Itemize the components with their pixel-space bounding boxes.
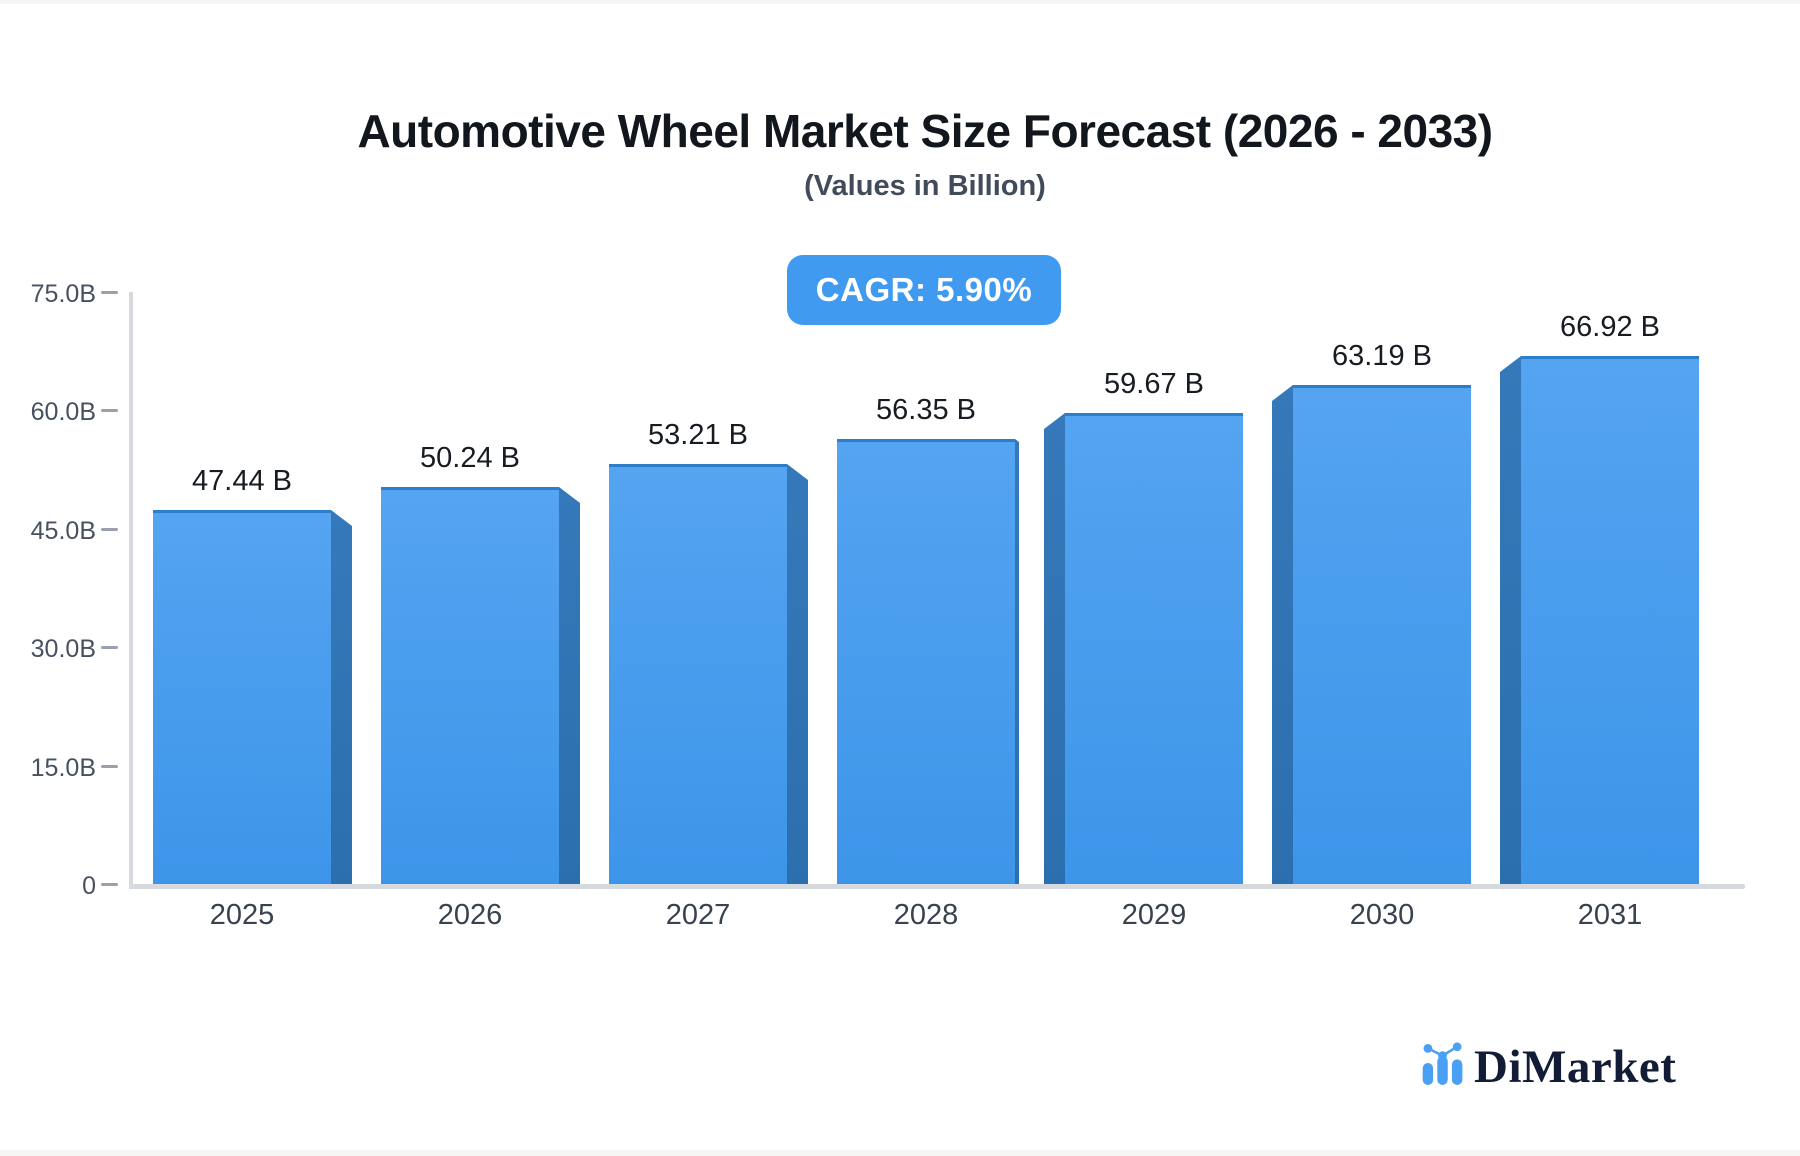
y-axis-line [129, 292, 133, 889]
bar-value-label-2028: 56.35 B [876, 394, 976, 426]
bar-3d-side-2025 [331, 510, 352, 884]
y-axis-tick-mark [101, 409, 118, 412]
x-axis-baseline [129, 884, 1745, 889]
y-axis-tick-mark [101, 765, 118, 768]
bar-2028[interactable] [837, 439, 1015, 884]
bar-value-label-2027: 53.21 B [648, 419, 748, 451]
y-axis-tick-label: 45.0B [30, 517, 96, 545]
y-axis-tick-label: 60.0B [30, 398, 96, 426]
chart-subtitle: (Values in Billion) [804, 170, 1046, 202]
y-axis-tick-label: 75.0B [30, 280, 96, 308]
brand-name: DiMarket [1474, 1041, 1677, 1093]
bar-3d-side-2029 [1044, 413, 1065, 884]
bar-2031[interactable] [1521, 356, 1699, 884]
y-axis-tick-label: 0 [82, 872, 96, 900]
bar-3d-side-2027 [787, 464, 808, 884]
x-axis-label-2026: 2026 [437, 899, 503, 931]
bar-2025[interactable] [153, 510, 331, 884]
bar-value-label-2031: 66.92 B [1560, 311, 1660, 343]
bar-chart-logo-icon [1420, 1040, 1464, 1091]
x-axis-label-2030: 2030 [1349, 899, 1415, 931]
y-axis-tick-mark [101, 646, 118, 649]
bar-value-label-2026: 50.24 B [420, 442, 520, 474]
chart-title: Automotive Wheel Market Size Forecast (2… [357, 105, 1493, 157]
x-axis-label-2028: 2028 [893, 899, 959, 931]
x-axis-label-2029: 2029 [1121, 899, 1187, 931]
bar-3d-side-2026 [559, 487, 580, 884]
y-axis-tick-mark [101, 291, 118, 294]
x-axis-label-2031: 2031 [1577, 899, 1643, 931]
y-axis-tick-mark [101, 883, 118, 886]
bar-value-label-2025: 47.44 B [192, 465, 292, 497]
bar-2030[interactable] [1293, 385, 1471, 884]
y-axis-tick-mark [101, 528, 118, 531]
bar-2027[interactable] [609, 464, 787, 884]
bar-2029[interactable] [1065, 413, 1243, 884]
x-axis-label-2027: 2027 [665, 899, 731, 931]
bar-3d-side-2030 [1272, 385, 1293, 884]
bar-2026[interactable] [381, 487, 559, 884]
y-axis-tick-label: 30.0B [30, 635, 96, 663]
brand-logo: DiMarket [1420, 1040, 1676, 1091]
cagr-badge: CAGR: 5.90% [787, 255, 1061, 325]
bar-3d-side-2031 [1500, 356, 1521, 884]
bar-value-label-2030: 63.19 B [1332, 340, 1432, 372]
x-axis-label-2025: 2025 [209, 899, 275, 931]
bar-3d-side-2028 [1015, 439, 1019, 884]
bar-value-label-2029: 59.67 B [1104, 368, 1204, 400]
y-axis-tick-label: 15.0B [30, 754, 96, 782]
